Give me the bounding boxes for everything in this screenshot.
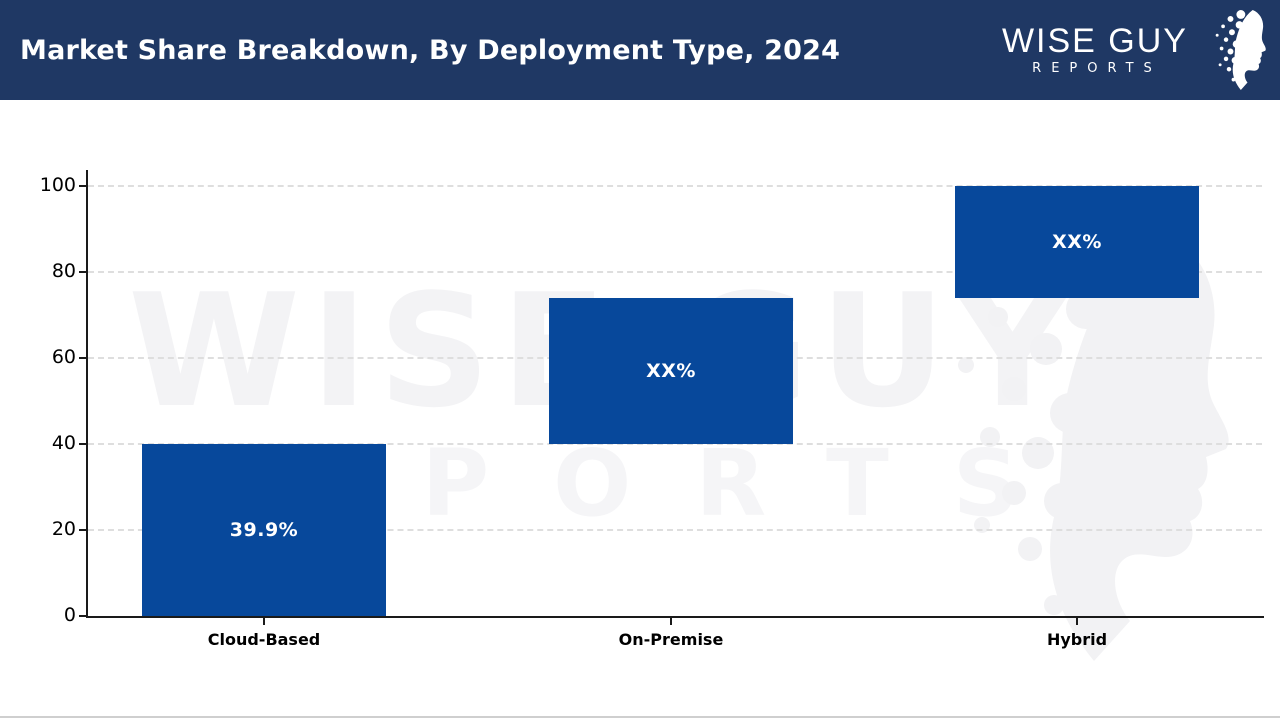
y-tick xyxy=(79,529,88,531)
x-tick xyxy=(263,618,265,625)
bar: XX% xyxy=(955,186,1199,298)
y-tick xyxy=(79,615,88,617)
x-tick xyxy=(670,618,672,625)
x-tick-label: Cloud-Based xyxy=(207,630,321,649)
dotted-face-icon xyxy=(1215,10,1266,90)
footer-divider xyxy=(0,716,1280,718)
brand-logo-text: WISE GUY REPORTS xyxy=(1001,21,1188,77)
y-tick-label: 20 xyxy=(51,518,76,540)
header-bar: Market Share Breakdown, By Deployment Ty… xyxy=(0,0,1280,100)
y-tick xyxy=(79,271,88,273)
bar-value-label: 39.9% xyxy=(229,519,299,542)
x-tick-label: On-Premise xyxy=(618,630,724,649)
brand-wordmark: WISE GUY xyxy=(1001,21,1188,60)
y-axis-spine xyxy=(86,170,88,618)
bar-value-label: XX% xyxy=(646,360,696,383)
gridline xyxy=(88,185,1262,187)
chart-area: WISE GUY REPORTS 0 20 40 60 80 100 39. xyxy=(0,100,1280,720)
brand-logo: WISE GUY REPORTS xyxy=(1002,7,1280,93)
x-axis-spine xyxy=(86,616,1264,618)
y-tick xyxy=(79,185,88,187)
y-tick xyxy=(79,443,88,445)
bar: 39.9% xyxy=(142,444,386,616)
y-tick-label: 40 xyxy=(51,432,76,454)
bar-value-label: XX% xyxy=(1052,230,1102,253)
y-tick xyxy=(79,357,88,359)
y-tick-label: 60 xyxy=(51,346,76,368)
gridline xyxy=(88,529,1262,531)
y-tick-label: 100 xyxy=(39,174,76,196)
chart-title: Market Share Breakdown, By Deployment Ty… xyxy=(20,34,841,66)
y-tick-label: 80 xyxy=(51,260,76,282)
x-tick-label: Hybrid xyxy=(1046,630,1108,649)
y-tick-label: 0 xyxy=(63,604,76,626)
brand-subtext: REPORTS xyxy=(1032,61,1162,77)
gridline xyxy=(88,271,1262,273)
x-tick xyxy=(1076,618,1078,625)
bar: XX% xyxy=(549,297,793,445)
